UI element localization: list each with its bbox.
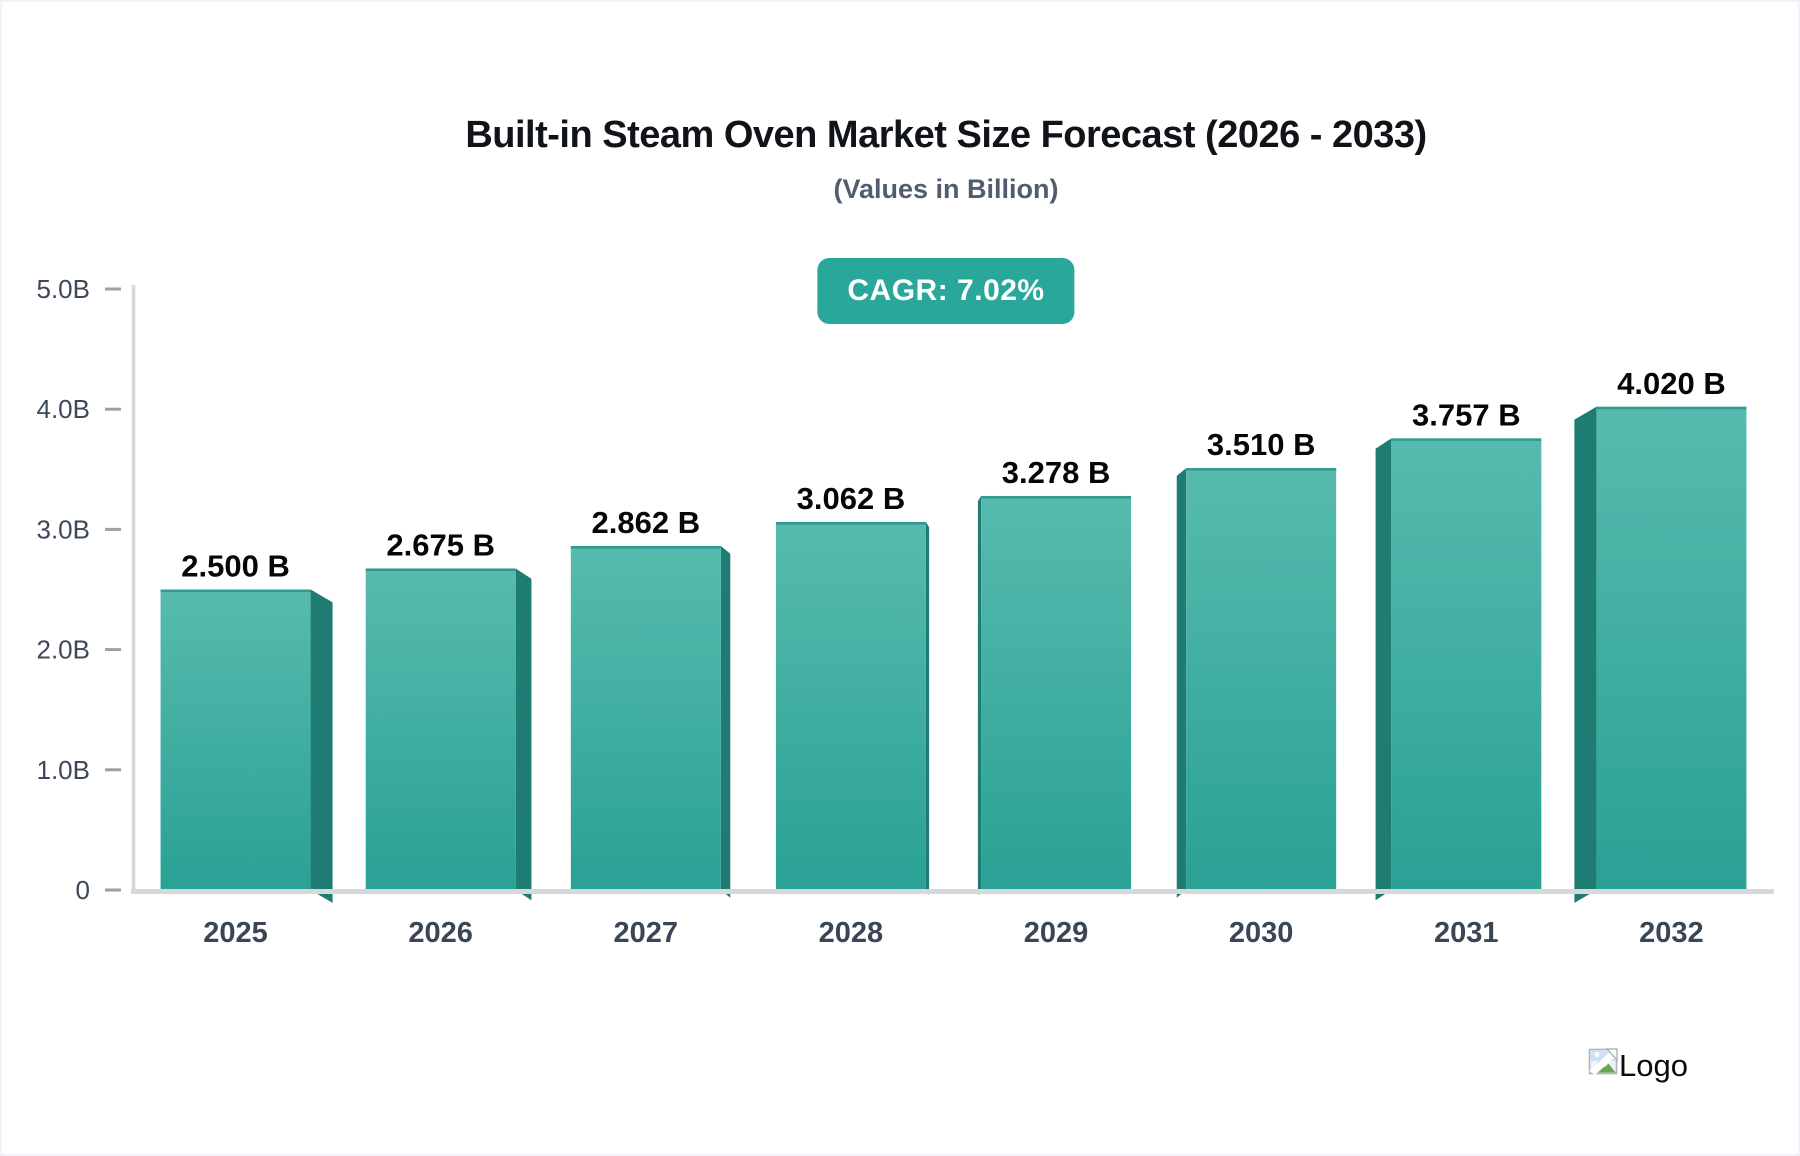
- bar-2026[interactable]: 2.675 B 2026: [365, 527, 532, 949]
- bar-front-face: [1391, 438, 1542, 890]
- broken-image-icon: [1588, 1048, 1618, 1075]
- bar-side-face: [1176, 468, 1187, 898]
- x-axis-label: 2031: [1434, 917, 1499, 949]
- bar-2029[interactable]: 3.278 B 2029: [977, 455, 1132, 949]
- cagr-badge: CAGR: 7.02%: [817, 258, 1075, 324]
- bar-front-face: [160, 589, 311, 890]
- bar-front-face: [775, 521, 926, 890]
- y-tick-label: 5.0B: [37, 274, 91, 304]
- bar-side-face: [925, 521, 930, 896]
- x-axis-label: 2030: [1229, 917, 1294, 949]
- bar-side-face: [977, 495, 982, 896]
- bar-front-face: [1186, 468, 1337, 890]
- bar-value-label: 3.757 B: [1412, 397, 1521, 432]
- y-tick-label: 2.0B: [37, 635, 91, 665]
- bar-front-face: [981, 495, 1132, 890]
- y-tick-label: 4.0B: [37, 394, 91, 424]
- bar-2032[interactable]: 4.020 B 2032: [1574, 366, 1747, 949]
- bar-front-face: [570, 545, 721, 890]
- bar-value-label: 2.500 B: [181, 549, 290, 584]
- x-axis-label: 2026: [408, 917, 473, 949]
- bar-front-face: [1596, 406, 1747, 890]
- chart-title: Built-in Steam Oven Market Size Forecast…: [465, 114, 1427, 156]
- x-axis-label: 2027: [614, 917, 679, 949]
- bar-front-face: [365, 568, 516, 890]
- chart-subtitle: (Values in Billion): [833, 174, 1059, 204]
- logo-container: Logo: [1586, 1042, 1688, 1084]
- bar-value-label: 2.862 B: [592, 505, 701, 540]
- y-tick-label: 0: [76, 875, 90, 905]
- y-tick-label: 3.0B: [37, 514, 91, 544]
- x-axis-label: 2028: [819, 917, 884, 949]
- x-axis-label: 2025: [203, 917, 268, 949]
- bar-2031[interactable]: 3.757 B 2031: [1375, 397, 1542, 949]
- bar-value-label: 3.278 B: [1002, 455, 1111, 490]
- bar-2027[interactable]: 2.862 B 2027: [570, 505, 731, 949]
- logo-text: Logo: [1619, 1048, 1688, 1083]
- bar-value-label: 3.062 B: [797, 481, 906, 516]
- bar-2025[interactable]: 2.500 B 2025: [160, 549, 333, 950]
- y-tick-label: 1.0B: [37, 755, 91, 785]
- bar-side-face: [1574, 406, 1597, 903]
- bar-value-label: 3.510 B: [1207, 427, 1316, 462]
- bar-side-face: [1375, 438, 1392, 901]
- bar-2028[interactable]: 3.062 B 2028: [775, 481, 930, 949]
- x-axis-label: 2032: [1639, 917, 1704, 949]
- bar-side-face: [720, 545, 731, 898]
- bar-2030[interactable]: 3.510 B 2030: [1176, 427, 1337, 949]
- bar-value-label: 4.020 B: [1617, 366, 1726, 401]
- bar-side-face: [310, 589, 333, 903]
- bar-side-face: [515, 568, 532, 901]
- bar-value-label: 2.675 B: [386, 527, 495, 562]
- x-axis-label: 2029: [1024, 917, 1089, 949]
